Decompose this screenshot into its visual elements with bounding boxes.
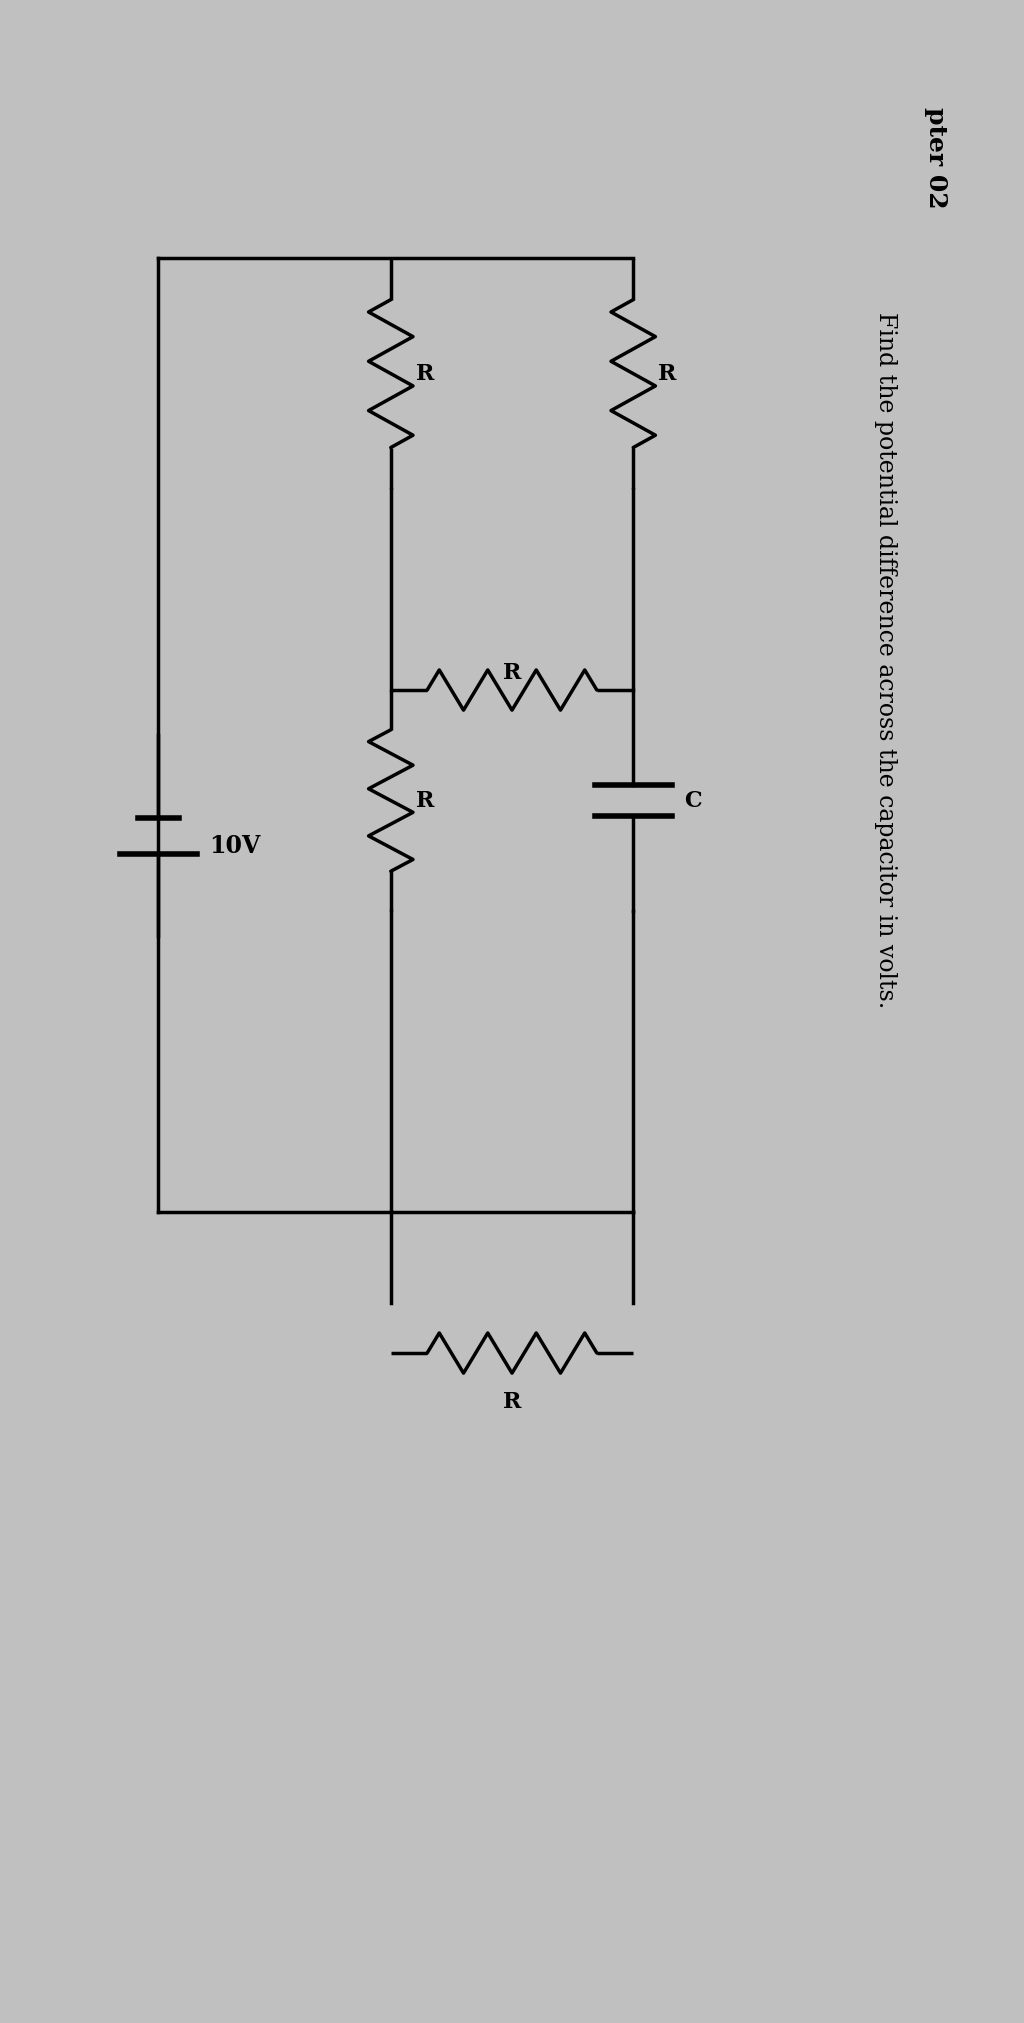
- Text: C: C: [684, 789, 701, 811]
- Text: R: R: [503, 1392, 521, 1414]
- Text: R: R: [416, 362, 434, 384]
- Text: 10V: 10V: [209, 833, 260, 858]
- Text: Find the potential difference across the capacitor in volts.: Find the potential difference across the…: [874, 312, 897, 1007]
- Text: R: R: [503, 662, 521, 684]
- Text: pter 02: pter 02: [925, 107, 948, 208]
- Text: R: R: [416, 789, 434, 811]
- Text: R: R: [658, 362, 677, 384]
